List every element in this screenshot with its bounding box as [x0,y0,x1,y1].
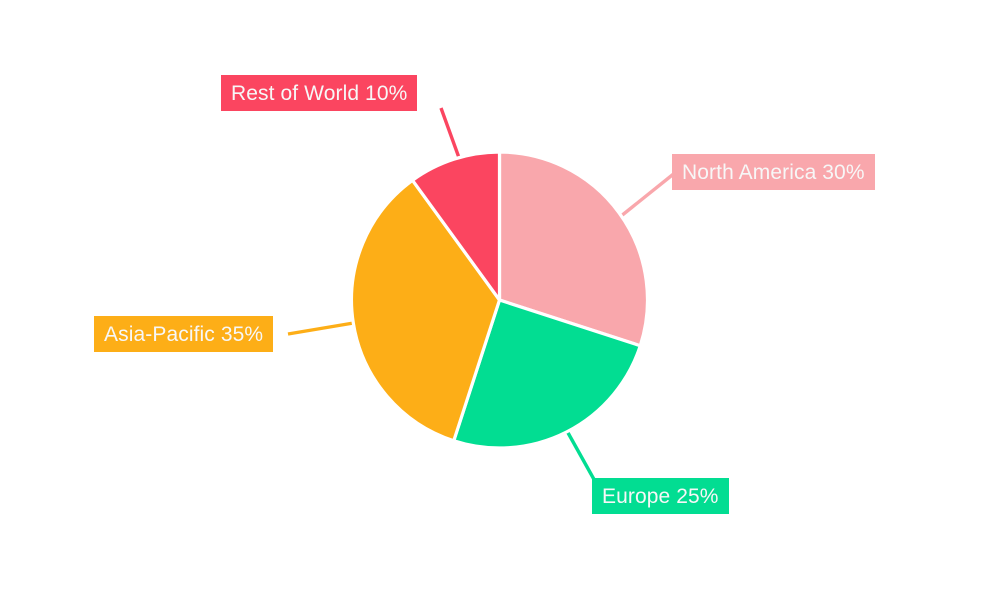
pie-label-asia-pacific: Asia-Pacific 35% [94,316,274,352]
leader-line-asia-pacific [287,321,354,336]
pie-label-north-america: North America 30% [672,154,875,190]
pie-label-asia-pacific-text: Asia-Pacific 35% [104,322,264,346]
leader-line-europe [565,430,598,484]
pie-slice-rest-of-world[interactable] [410,150,502,302]
pie-label-rest-of-world-text: Rest of World 10% [231,81,408,105]
pie-slice-north-america[interactable] [497,150,650,348]
pie-label-rest-of-world: Rest of World 10% [221,75,418,111]
pie-label-europe-text: Europe 25% [602,484,719,508]
pie-slice-europe[interactable] [452,298,642,450]
pie-slices [349,150,650,450]
pie-label-europe: Europe 25% [592,478,729,514]
pie-slice-asia-pacific[interactable] [349,178,502,443]
leader-line-north-america [619,170,678,218]
pie-label-north-america-text: North America 30% [682,160,865,184]
